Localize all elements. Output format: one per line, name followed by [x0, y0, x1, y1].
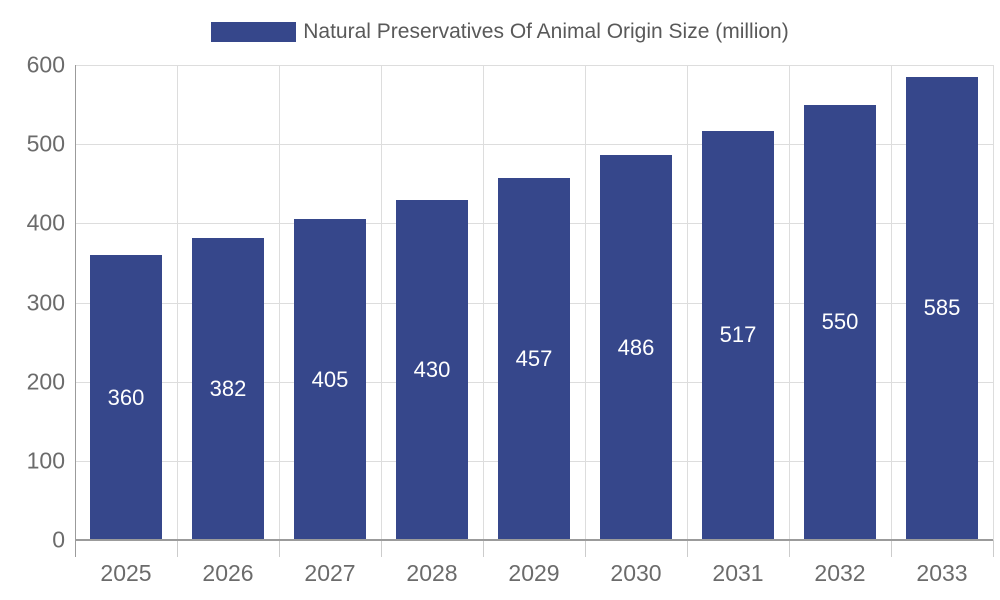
bar-value-label: 430 — [413, 356, 451, 382]
x-axis-label: 2029 — [508, 560, 560, 586]
x-gridline — [381, 65, 382, 540]
x-gridline — [687, 65, 688, 540]
x-axis-tick — [585, 540, 586, 557]
y-axis-label: 600 — [26, 51, 65, 78]
bar-value-label: 550 — [821, 309, 859, 335]
legend-swatch — [211, 22, 297, 42]
x-axis-tick — [381, 540, 382, 557]
bar — [702, 130, 774, 540]
x-axis-label: 2032 — [814, 560, 866, 586]
bar — [396, 199, 468, 540]
x-gridline — [483, 65, 484, 540]
bar — [804, 104, 876, 540]
y-axis-label: 100 — [26, 447, 65, 474]
x-axis-tick — [687, 540, 688, 557]
x-axis-tick — [279, 540, 280, 557]
bar-value-label: 585 — [923, 295, 961, 321]
x-axis-line — [75, 539, 993, 541]
x-axis-label: 2028 — [406, 560, 458, 586]
y-axis-label: 0 — [52, 526, 65, 553]
bar-value-label: 382 — [209, 375, 247, 401]
x-gridline — [891, 65, 892, 540]
x-gridline — [279, 65, 280, 540]
x-axis-tick — [789, 540, 790, 557]
x-axis-label: 2033 — [916, 560, 968, 586]
x-gridline — [789, 65, 790, 540]
y-axis-label: 300 — [26, 289, 65, 315]
y-axis-label: 500 — [26, 130, 65, 157]
x-axis-label: 2026 — [202, 560, 254, 586]
bar-value-label: 486 — [617, 334, 655, 360]
bar-value-label: 517 — [719, 322, 757, 348]
bar — [192, 237, 264, 540]
bar — [600, 155, 672, 540]
x-axis-label: 2030 — [610, 560, 662, 586]
bar-value-label: 405 — [311, 366, 349, 392]
bar — [906, 76, 978, 540]
x-gridline — [585, 65, 586, 540]
legend-label: Natural Preservatives Of Animal Origin S… — [303, 20, 789, 43]
y-gridline — [75, 65, 993, 66]
y-axis-label: 400 — [26, 209, 65, 236]
bar-value-label: 360 — [107, 384, 145, 410]
y-gridline — [75, 144, 993, 146]
x-axis-label: 2025 — [100, 560, 152, 586]
y-axis-label: 200 — [26, 368, 65, 395]
x-axis-label: 2027 — [304, 560, 356, 586]
x-axis-tick — [993, 540, 994, 557]
legend-item[interactable]: Natural Preservatives Of Animal Origin S… — [0, 20, 1000, 44]
x-axis-label: 2031 — [712, 560, 764, 586]
bar-value-label: 457 — [515, 346, 553, 372]
y-axis-line — [75, 65, 76, 557]
x-gridline — [993, 65, 994, 540]
bar — [294, 219, 366, 540]
bar — [498, 178, 570, 540]
x-axis-tick — [891, 540, 892, 557]
x-axis-tick — [483, 540, 484, 557]
x-gridline — [177, 65, 178, 540]
x-axis-tick — [177, 540, 178, 557]
bar — [90, 255, 162, 540]
